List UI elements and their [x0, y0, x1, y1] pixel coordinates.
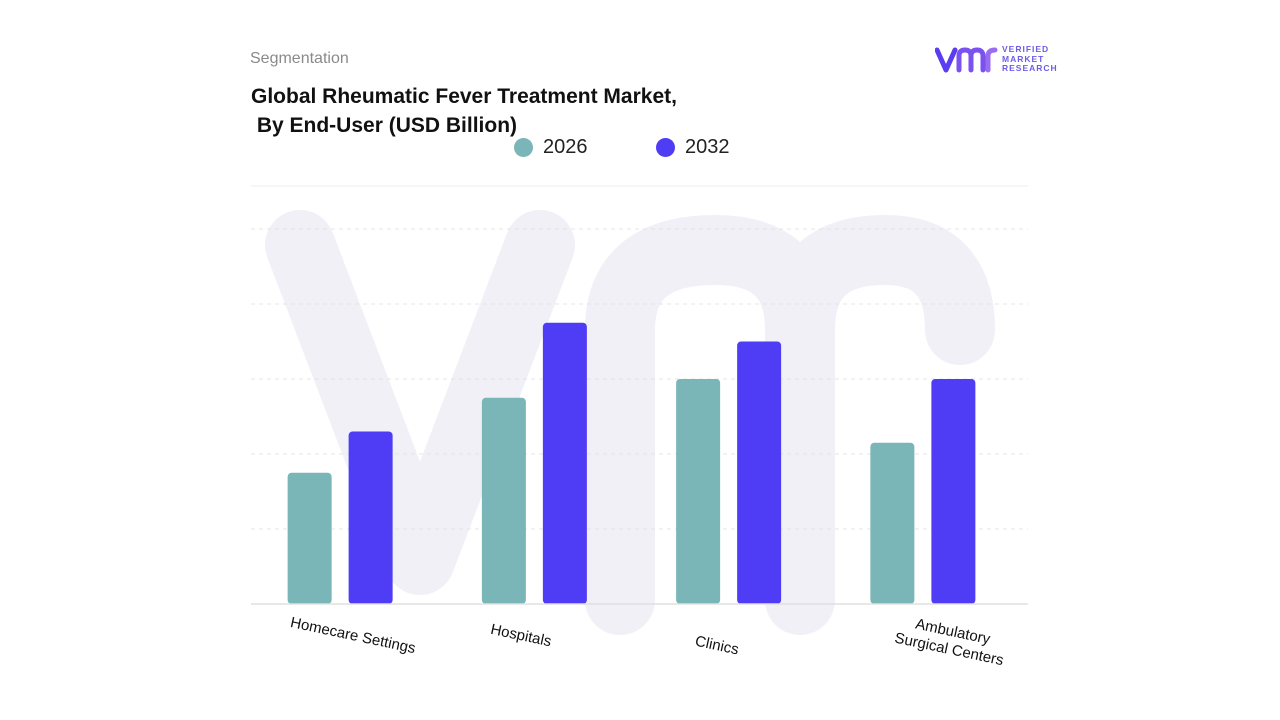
vmr-logo-icon	[935, 47, 998, 73]
legend-swatch-2026	[514, 138, 533, 157]
segment-label: Segmentation	[250, 50, 349, 67]
bar-2032-ambulatory-surgical-centers	[931, 379, 976, 604]
bar-2026-ambulatory-surgical-centers	[870, 442, 915, 604]
legend-swatch-2032	[656, 138, 675, 157]
legend-label-2032: 2032	[685, 136, 730, 158]
bar-2026-clinics	[676, 379, 721, 604]
chart-title: Global Rheumatic Fever Treatment Market,…	[251, 82, 677, 140]
logo-text: VERIFIED MARKET RESEARCH	[1002, 44, 1058, 74]
bar-2032-homecare-settings	[348, 431, 393, 604]
bar-2032-hospitals	[542, 322, 587, 604]
chart-title-line2: By End-User (USD Billion)	[251, 114, 518, 137]
x-tick-label-hospitals: Hospitals	[489, 621, 553, 650]
chart-title-line1: Global Rheumatic Fever Treatment Market,	[251, 85, 677, 108]
x-tick-label-clinics: Clinics	[694, 633, 741, 659]
x-tick-label-ambulatory-surgical-centers: AmbulatorySurgical Centers	[893, 612, 1009, 669]
bar-2026-hospitals	[481, 397, 526, 604]
logo-text-line2: MARKET	[1002, 53, 1045, 64]
logo-text-line3: RESEARCH	[1002, 63, 1058, 73]
legend-item-2032: 2032	[656, 136, 730, 159]
legend-item-2026: 2026	[514, 136, 588, 159]
watermark-logo	[265, 210, 995, 635]
logo-text-line1: VERIFIED	[1002, 44, 1050, 54]
bar-2032-clinics	[737, 341, 782, 604]
x-tick-label-homecare-settings: Homecare Settings	[289, 614, 417, 657]
legend-label-2026: 2026	[543, 136, 588, 158]
bar-2026-homecare-settings	[287, 472, 332, 604]
